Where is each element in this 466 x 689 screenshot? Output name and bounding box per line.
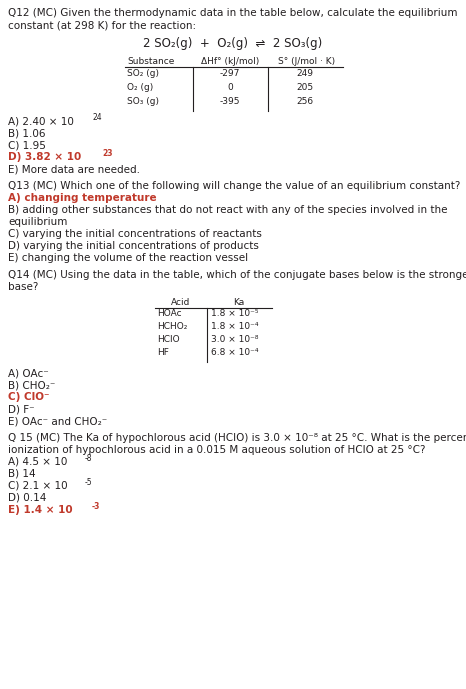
Text: -297: -297 bbox=[220, 69, 240, 78]
Text: B) 1.06: B) 1.06 bbox=[8, 128, 46, 138]
Text: Q12 (MC) Given the thermodynamic data in the table below, calculate the equilibr: Q12 (MC) Given the thermodynamic data in… bbox=[8, 8, 458, 18]
Text: base?: base? bbox=[8, 282, 38, 292]
Text: A) 4.5 × 10: A) 4.5 × 10 bbox=[8, 457, 68, 467]
Text: HClO: HClO bbox=[157, 335, 179, 344]
Text: C) varying the initial concentrations of reactants: C) varying the initial concentrations of… bbox=[8, 229, 262, 239]
Text: Q 15 (MC) The Ka of hypochlorous acid (HClO) is 3.0 × 10⁻⁸ at 25 °C. What is the: Q 15 (MC) The Ka of hypochlorous acid (H… bbox=[8, 433, 466, 443]
Text: ΔHf° (kJ/mol): ΔHf° (kJ/mol) bbox=[201, 57, 259, 66]
Text: Substance: Substance bbox=[127, 57, 174, 66]
Text: 24: 24 bbox=[93, 113, 103, 122]
Text: E) OAc⁻ and CHO₂⁻: E) OAc⁻ and CHO₂⁻ bbox=[8, 416, 107, 426]
Text: B) CHO₂⁻: B) CHO₂⁻ bbox=[8, 380, 55, 390]
Text: Q14 (MC) Using the data in the table, which of the conjugate bases below is the : Q14 (MC) Using the data in the table, wh… bbox=[8, 270, 466, 280]
Text: 23: 23 bbox=[103, 149, 113, 158]
Text: Ka: Ka bbox=[233, 298, 245, 307]
Text: -3: -3 bbox=[91, 502, 100, 511]
Text: A) 2.40 × 10: A) 2.40 × 10 bbox=[8, 116, 74, 126]
Text: D) 0.14: D) 0.14 bbox=[8, 493, 47, 503]
Text: Acid: Acid bbox=[171, 298, 191, 307]
Text: ionization of hypochlorous acid in a 0.015 M aqueous solution of HClO at 25 °C?: ionization of hypochlorous acid in a 0.0… bbox=[8, 445, 425, 455]
Text: constant (at 298 K) for the reaction:: constant (at 298 K) for the reaction: bbox=[8, 20, 196, 30]
Text: D) F⁻: D) F⁻ bbox=[8, 404, 34, 414]
Text: SO₃ (g): SO₃ (g) bbox=[127, 97, 159, 106]
Text: HF: HF bbox=[157, 348, 169, 357]
Text: C) ClO⁻: C) ClO⁻ bbox=[8, 392, 49, 402]
Text: D) varying the initial concentrations of products: D) varying the initial concentrations of… bbox=[8, 241, 259, 251]
Text: -5: -5 bbox=[85, 478, 93, 487]
Text: C) 1.95: C) 1.95 bbox=[8, 140, 46, 150]
Text: 256: 256 bbox=[296, 97, 314, 106]
Text: 1.8 × 10⁻⁴: 1.8 × 10⁻⁴ bbox=[211, 322, 259, 331]
Text: 205: 205 bbox=[296, 83, 314, 92]
Text: D) 3.82 × 10: D) 3.82 × 10 bbox=[8, 152, 81, 162]
Text: A) changing temperature: A) changing temperature bbox=[8, 193, 157, 203]
Text: HOAc: HOAc bbox=[157, 309, 182, 318]
Text: 249: 249 bbox=[296, 69, 314, 78]
Text: 0: 0 bbox=[227, 83, 233, 92]
Text: E) More data are needed.: E) More data are needed. bbox=[8, 164, 140, 174]
Text: 3.0 × 10⁻⁸: 3.0 × 10⁻⁸ bbox=[211, 335, 259, 344]
Text: B) adding other substances that do not react with any of the species involved in: B) adding other substances that do not r… bbox=[8, 205, 447, 215]
Text: O₂ (g): O₂ (g) bbox=[127, 83, 153, 92]
Text: -8: -8 bbox=[85, 454, 92, 463]
Text: B) 14: B) 14 bbox=[8, 469, 35, 479]
Text: S° (J/mol · K): S° (J/mol · K) bbox=[278, 57, 335, 66]
Text: E) changing the volume of the reaction vessel: E) changing the volume of the reaction v… bbox=[8, 253, 248, 263]
Text: C) 2.1 × 10: C) 2.1 × 10 bbox=[8, 481, 68, 491]
Text: E) 1.4 × 10: E) 1.4 × 10 bbox=[8, 505, 73, 515]
Text: -395: -395 bbox=[220, 97, 240, 106]
Text: HCHO₂: HCHO₂ bbox=[157, 322, 187, 331]
Text: 6.8 × 10⁻⁴: 6.8 × 10⁻⁴ bbox=[211, 348, 259, 357]
Text: A) OAc⁻: A) OAc⁻ bbox=[8, 368, 49, 378]
Text: SO₂ (g): SO₂ (g) bbox=[127, 69, 159, 78]
Text: equilibrium: equilibrium bbox=[8, 217, 68, 227]
Text: 2 SO₂(g)  +  O₂(g)  ⇌  2 SO₃(g): 2 SO₂(g) + O₂(g) ⇌ 2 SO₃(g) bbox=[144, 37, 322, 50]
Text: 1.8 × 10⁻⁵: 1.8 × 10⁻⁵ bbox=[211, 309, 259, 318]
Text: Q13 (MC) Which one of the following will change the value of an equilibrium cons: Q13 (MC) Which one of the following will… bbox=[8, 181, 460, 191]
